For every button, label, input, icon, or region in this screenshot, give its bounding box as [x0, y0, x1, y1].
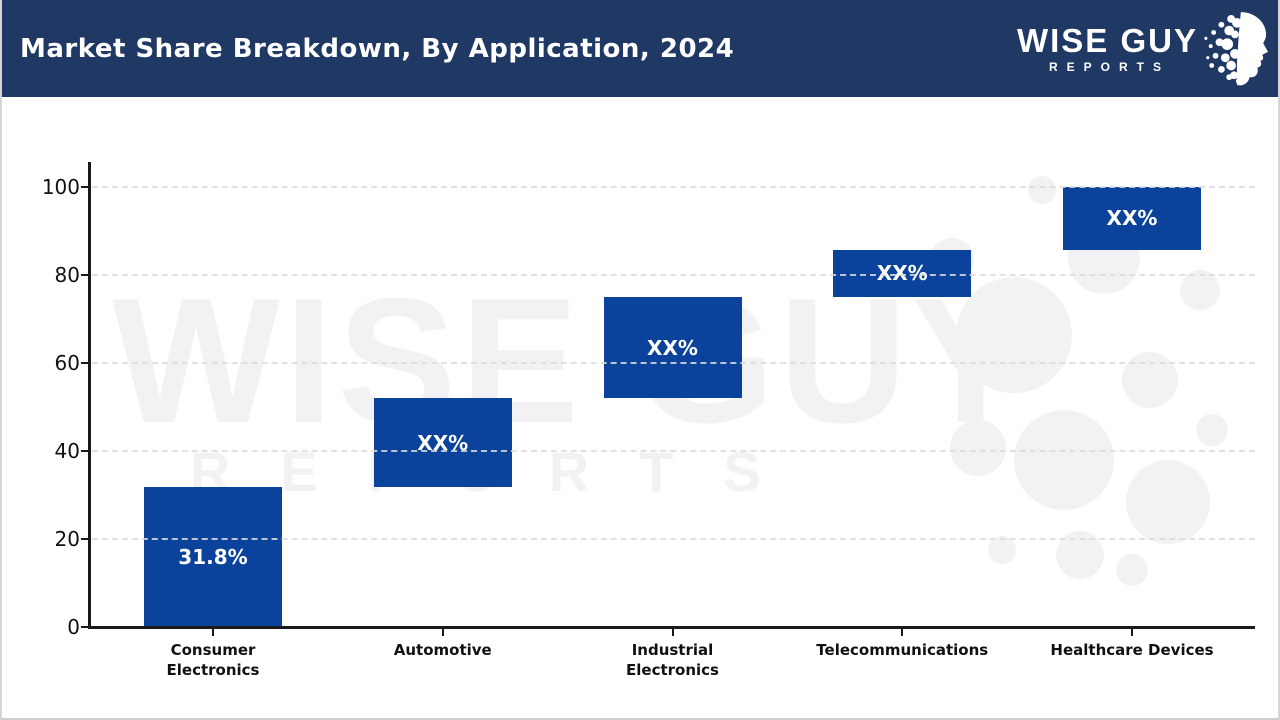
x-axis-tick-mark [1131, 628, 1133, 636]
x-axis-tick-label: Automotive [393, 641, 492, 659]
chart-title: Market Share Breakdown, By Application, … [20, 33, 735, 64]
y-axis-tick-mark [81, 362, 89, 364]
y-axis [88, 162, 91, 628]
gridline-y60 [92, 362, 1255, 364]
gridline-y80 [92, 274, 1255, 276]
bar-automotive: XX% [373, 398, 512, 488]
y-axis-tick-mark [81, 450, 89, 452]
y-axis-tick-label: 0 [67, 615, 80, 639]
wise-guy-reports-logo: WISE GUY REPORTS [1017, 8, 1268, 90]
x-axis-tick-mark [212, 628, 214, 636]
bar-industrial-electronics: XX% [603, 297, 742, 399]
x-axis-tick-label: Industrial Electronics [626, 641, 719, 680]
x-axis-tick-label: Healthcare Devices [1050, 641, 1214, 659]
bar-consumer-electronics: 31.8% [144, 487, 282, 627]
logo-reports-label: REPORTS [1048, 59, 1170, 74]
logo-wiseguy-label: WISE GUY [1016, 21, 1198, 59]
bar-value-label: 31.8% [178, 545, 248, 570]
bar-value-label: XX% [1106, 206, 1158, 231]
y-axis-tick-mark [81, 274, 89, 276]
y-axis-tick-label: 80 [54, 263, 80, 287]
gridline-y100 [92, 186, 1255, 188]
y-axis-tick-label: 60 [54, 351, 80, 375]
gridline-y40 [92, 450, 1255, 452]
y-axis-tick-label: 100 [41, 175, 80, 199]
x-axis-tick-label: Telecommunications [816, 641, 989, 659]
y-axis-tick-mark [81, 626, 89, 628]
logo-head-icon [1204, 11, 1268, 85]
y-axis-tick-mark [81, 538, 89, 540]
header-bar: Market Share Breakdown, By Application, … [2, 0, 1278, 97]
y-axis-tick-label: 40 [54, 439, 80, 463]
logo-text: WISE GUY REPORTS [1017, 24, 1198, 74]
bar-value-label: XX% [647, 335, 698, 360]
x-axis-tick-mark [441, 628, 444, 636]
x-axis-tick-mark [901, 628, 904, 636]
bar-value-label: XX% [876, 261, 928, 286]
gridline-y20 [92, 538, 1255, 540]
x-axis-tick-mark [671, 628, 674, 636]
y-axis-tick-mark [81, 186, 89, 188]
bar-healthcare-devices: XX% [1063, 187, 1201, 250]
x-axis-tick-label: Consumer Electronics [166, 641, 260, 680]
y-axis-tick-label: 20 [54, 527, 80, 551]
x-axis [88, 626, 1255, 629]
